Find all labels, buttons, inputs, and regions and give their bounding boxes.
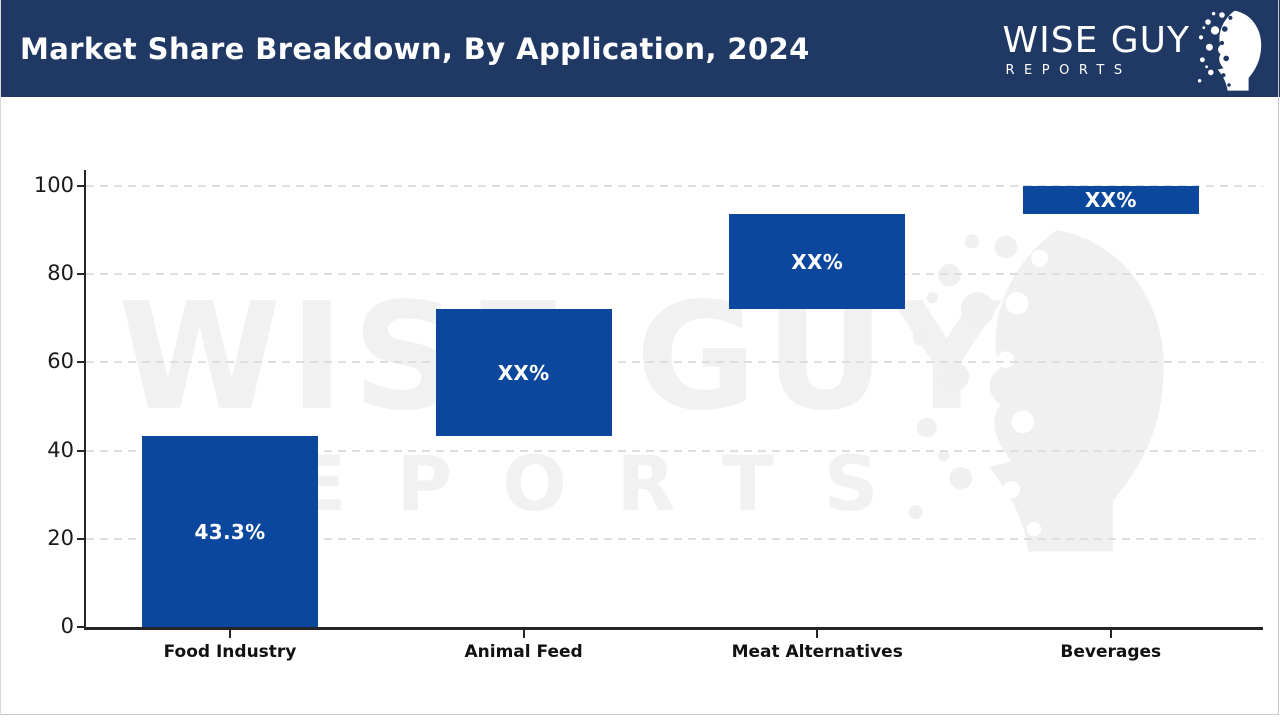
y-axis-tick-label: 60 (47, 349, 74, 374)
grid-line (86, 449, 1263, 452)
brand-subtitle: REPORTS (1005, 62, 1132, 78)
y-axis-tick (77, 626, 85, 628)
header-band: Market Share Breakdown, By Application, … (0, 0, 1280, 97)
brand-logo-text: WISE GUY REPORTS (1002, 19, 1191, 78)
x-category-label-animal-feed: Animal Feed (464, 642, 583, 662)
bar-food-industry: 43.3% (142, 436, 318, 627)
x-axis-tick (229, 630, 231, 638)
grid-line (86, 537, 1263, 540)
watermark-face-icon (908, 230, 1164, 552)
bar-beverages: XX% (1022, 186, 1199, 214)
page-title: Market Share Breakdown, By Application, … (20, 31, 810, 66)
y-axis-tick-label: 40 (47, 437, 74, 462)
bar-value-label: XX% (791, 249, 844, 274)
bar-value-label: XX% (497, 360, 550, 385)
y-axis-tick-label: 20 (47, 525, 74, 550)
y-axis-line (84, 170, 86, 630)
grid-line (86, 185, 1263, 187)
brand-face-icon (1197, 10, 1262, 91)
x-axis-tick (1109, 630, 1112, 638)
y-axis-tick-label: 100 (33, 173, 74, 197)
grid-line (86, 361, 1263, 364)
x-axis-tick (816, 630, 819, 638)
bar-value-label: 43.3% (194, 519, 266, 544)
y-axis-tick-label: 0 (60, 614, 74, 638)
brand-logo: WISE GUY REPORTS (1003, 8, 1267, 92)
brand-name: WISE GUY (1002, 19, 1190, 61)
bar-meat-alternatives: XX% (729, 213, 906, 310)
y-axis-tick (77, 273, 85, 276)
y-axis-tick-label: 80 (47, 261, 74, 286)
grid-line (86, 273, 1263, 276)
x-category-label-meat-alternatives: Meat Alternatives (731, 642, 903, 662)
x-category-label-beverages: Beverages (1060, 642, 1162, 662)
y-axis-tick (77, 185, 85, 187)
y-axis-tick (77, 449, 85, 452)
x-axis-tick (522, 630, 525, 638)
y-axis-tick (77, 361, 85, 364)
bar-animal-feed: XX% (435, 309, 612, 437)
bar-value-label: XX% (1084, 187, 1137, 212)
x-category-label-food-industry: Food Industry (163, 642, 297, 662)
x-axis-line (84, 627, 1263, 630)
y-axis-tick (77, 537, 85, 540)
